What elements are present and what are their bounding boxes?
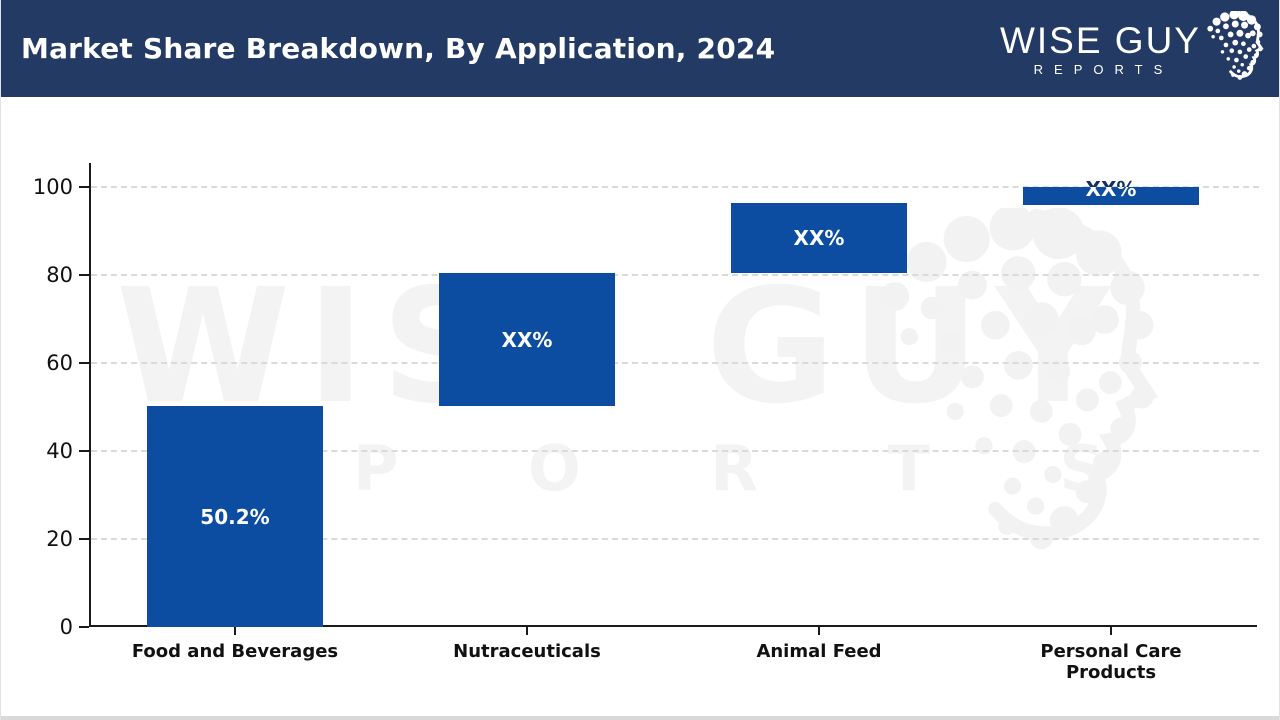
y-axis-tick (79, 626, 89, 628)
bar-value-label: 50.2% (200, 504, 270, 529)
wiseguy-logo: WISE GUY REPORTS (1000, 6, 1269, 92)
y-axis-tick (79, 450, 89, 452)
gridline (91, 450, 1259, 452)
bar: 50.2% (147, 406, 323, 627)
x-axis-label: Nutraceuticals (453, 641, 601, 662)
x-axis-label: Personal Care Products (1040, 641, 1182, 683)
gridline (91, 186, 1259, 188)
x-axis-tick (234, 627, 236, 635)
bar-value-label: XX% (1023, 176, 1199, 202)
logo-subtitle: REPORTS (1033, 62, 1174, 77)
logo-wordmark: WISE GUY (999, 20, 1201, 61)
y-axis-label: 100 (32, 175, 73, 199)
footer-strip (1, 716, 1279, 720)
y-axis-tick (79, 186, 89, 188)
y-axis-tick (79, 538, 89, 540)
plot-area (89, 163, 1257, 627)
y-axis-label: 20 (46, 527, 73, 551)
gridline (91, 362, 1259, 364)
y-axis-label: 40 (46, 439, 73, 463)
y-axis-tick (79, 274, 89, 276)
header: Market Share Breakdown, By Application, … (1, 0, 1279, 97)
gridline (91, 538, 1259, 540)
y-axis-tick (79, 362, 89, 364)
x-axis-tick (526, 627, 528, 635)
bar-value-label: XX% (793, 226, 845, 251)
y-axis-label: 0 (59, 615, 73, 639)
x-axis-tick (1110, 627, 1112, 635)
watermark-face-icon (880, 208, 1159, 550)
logo-text: WISE GUY REPORTS (1000, 22, 1201, 76)
y-axis-label: 60 (46, 351, 73, 375)
bar: XX% (731, 202, 907, 274)
face-profile-icon (1207, 11, 1264, 80)
x-axis-label: Food and Beverages (131, 641, 339, 662)
bar: XX% (1023, 177, 1199, 206)
page-title: Market Share Breakdown, By Application, … (21, 32, 776, 65)
bar-value-label: XX% (501, 327, 553, 352)
x-axis-label: Animal Feed (756, 641, 882, 662)
bar: XX% (439, 273, 615, 407)
x-axis-tick (818, 627, 820, 635)
y-axis-label: 80 (46, 263, 73, 287)
gridline (91, 274, 1259, 276)
